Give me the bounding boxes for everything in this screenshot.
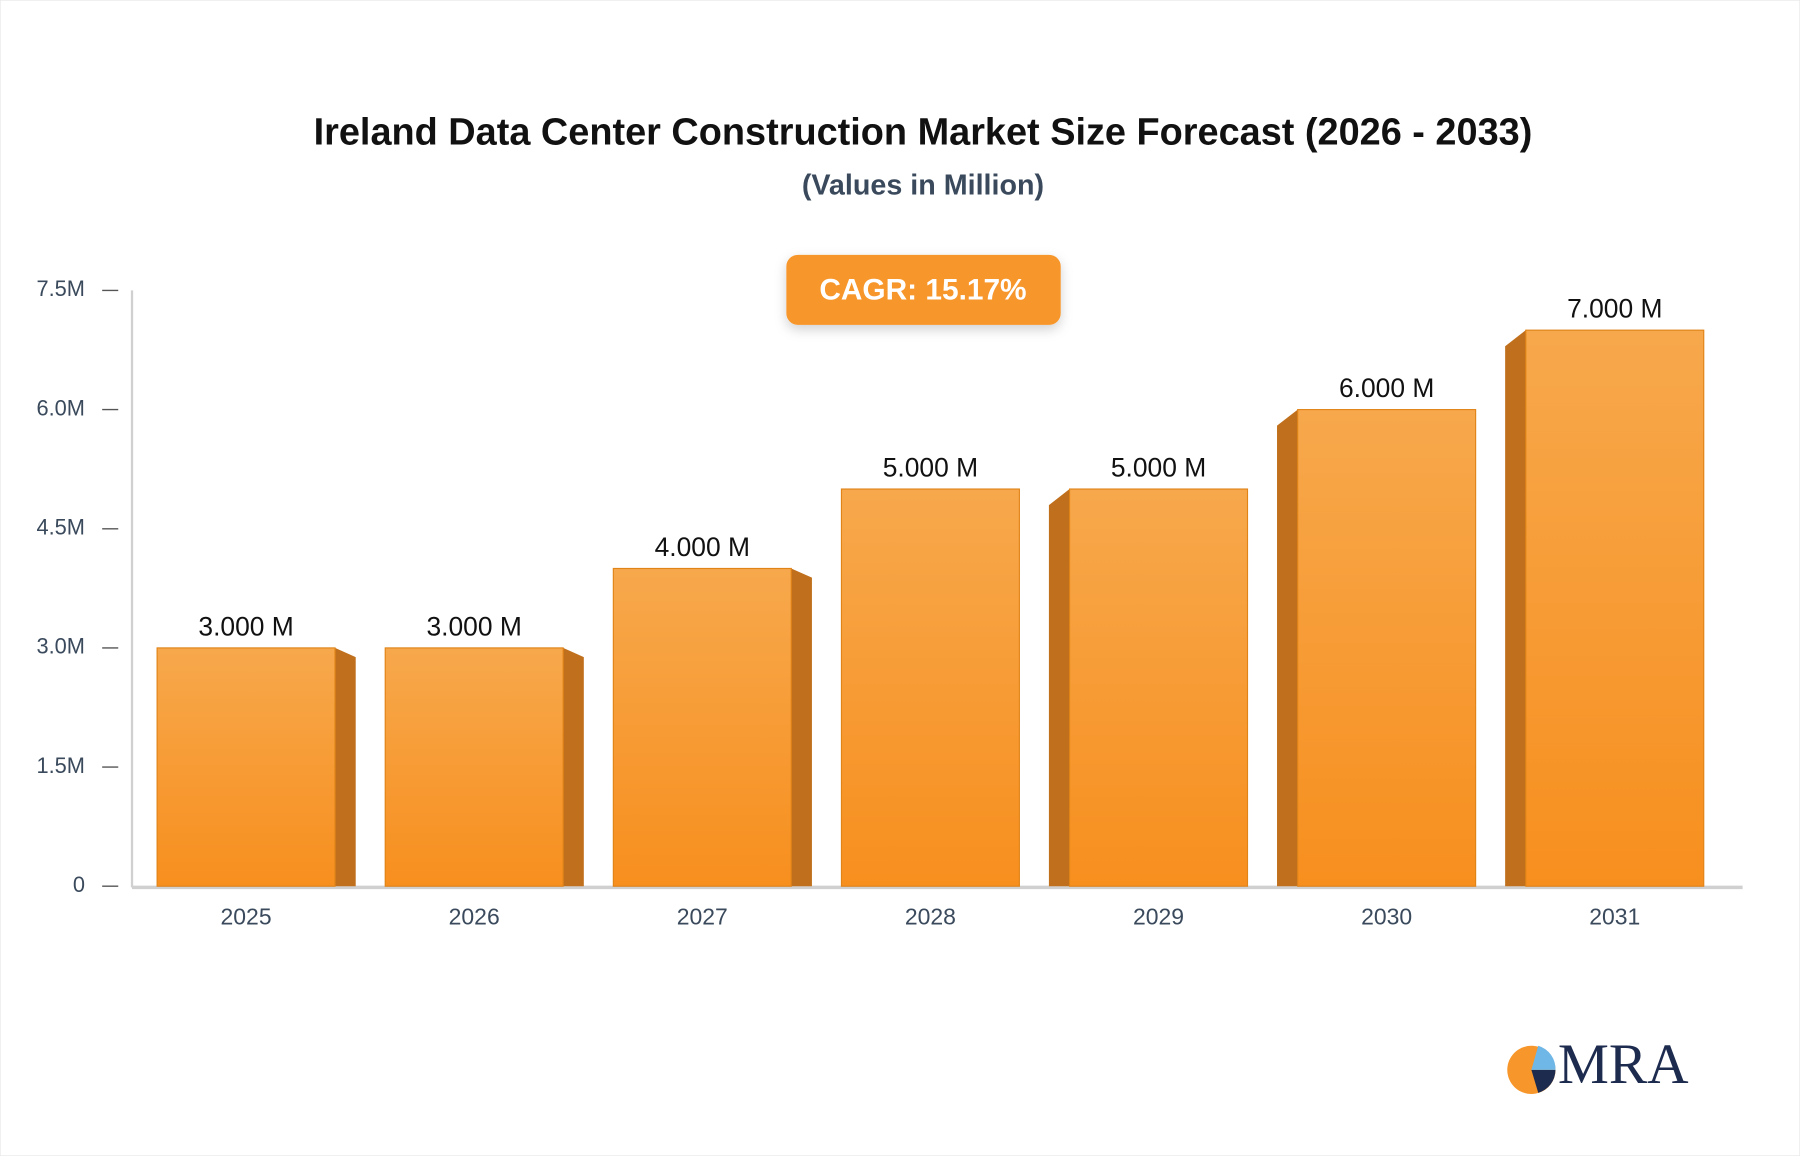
bar-side bbox=[791, 568, 812, 887]
bar-side bbox=[1505, 330, 1526, 887]
badge-text: CAGR: 15.17% bbox=[819, 273, 1026, 306]
bar bbox=[840, 488, 1020, 887]
x-tick-label: 2029 bbox=[1133, 903, 1184, 929]
chart-subtitle: (Values in Million) bbox=[802, 170, 1044, 202]
data-label: 3.000 M bbox=[427, 611, 522, 641]
bar bbox=[612, 567, 792, 887]
data-label: 5.000 M bbox=[883, 452, 978, 482]
y-tick-label: 1.5M bbox=[36, 753, 84, 778]
x-tick-label: 2030 bbox=[1361, 903, 1412, 929]
y-tick-label: 6.0M bbox=[36, 395, 84, 420]
data-label: 7.000 M bbox=[1567, 294, 1662, 324]
x-tick-label: 2027 bbox=[677, 903, 728, 929]
y-tick-label: 7.5M bbox=[36, 276, 84, 301]
bar-side bbox=[1277, 409, 1298, 887]
bar bbox=[156, 647, 336, 887]
data-label: 4.000 M bbox=[655, 532, 750, 562]
bar bbox=[1297, 409, 1477, 887]
logo-text: MRA bbox=[1558, 1033, 1689, 1096]
y-tick-label: 4.5M bbox=[36, 515, 84, 540]
bar-side bbox=[1048, 489, 1070, 887]
data-label: 3.000 M bbox=[198, 611, 293, 641]
x-tick-label: 2028 bbox=[905, 903, 956, 929]
logo: MRA bbox=[1507, 1033, 1689, 1096]
chart-title: Ireland Data Center Construction Market … bbox=[314, 111, 1533, 153]
bar bbox=[384, 647, 564, 887]
logo-slice bbox=[1531, 1045, 1556, 1070]
x-tick-label: 2025 bbox=[221, 903, 272, 929]
data-label: 5.000 M bbox=[1111, 452, 1206, 482]
bar-side bbox=[335, 647, 356, 887]
logo-slice bbox=[1531, 1069, 1556, 1093]
y-tick-label: 3.0M bbox=[36, 634, 84, 659]
bar-side bbox=[563, 647, 584, 887]
badge-box bbox=[786, 254, 1061, 325]
x-tick-label: 2031 bbox=[1589, 903, 1640, 929]
bar bbox=[1068, 488, 1249, 887]
bar bbox=[1525, 329, 1705, 887]
data-label: 6.000 M bbox=[1339, 373, 1434, 403]
cagr-badge: CAGR: 15.17% bbox=[786, 254, 1061, 325]
y-tick-label: 0 bbox=[73, 872, 85, 897]
x-tick-label: 2026 bbox=[449, 903, 500, 929]
